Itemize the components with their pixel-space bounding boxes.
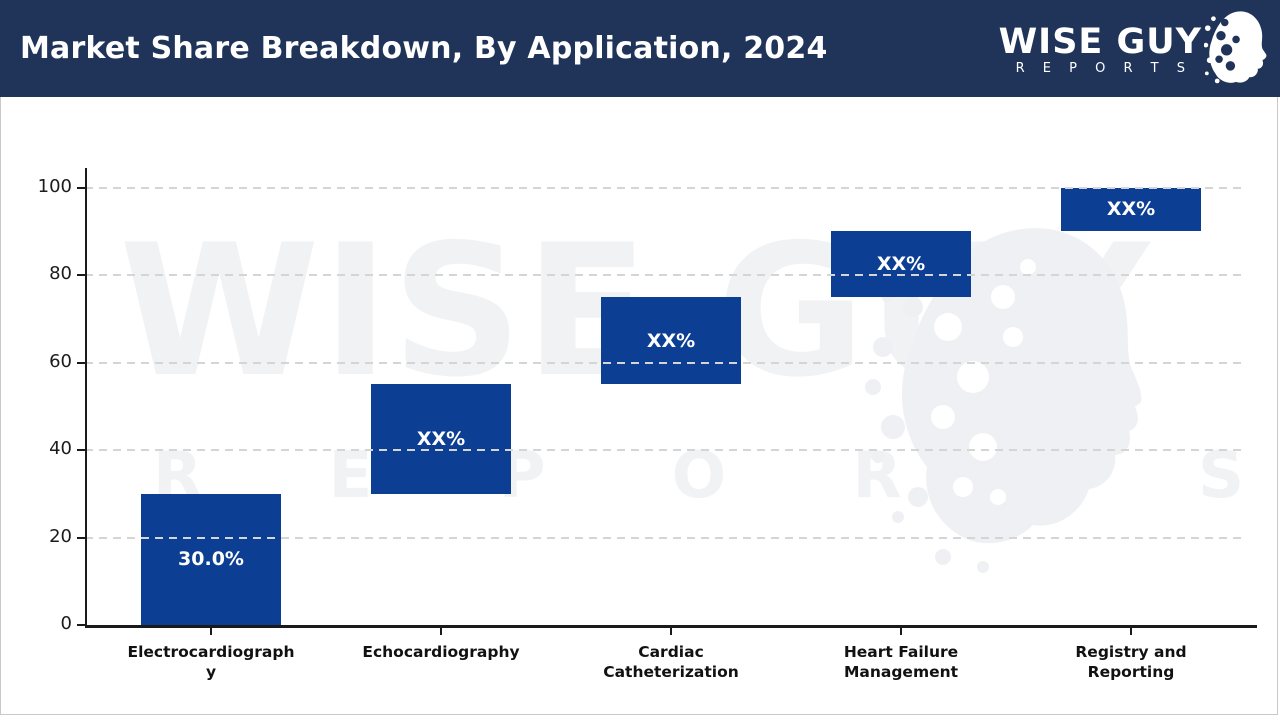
brand-name: WISE GUY	[998, 22, 1202, 62]
y-tick-label: 60	[49, 350, 72, 372]
bar-value-label: 30.0%	[178, 548, 244, 571]
y-tick-mark	[77, 536, 85, 539]
bar-value-label: XX%	[1106, 198, 1156, 221]
gridline-80	[85, 274, 1245, 276]
bar-5: XX%	[1061, 187, 1201, 232]
y-tick-mark	[77, 449, 85, 451]
y-tick-label: 20	[49, 525, 72, 547]
x-category-label: Registry and Reporting	[1075, 643, 1187, 681]
gridline-60	[85, 361, 1245, 364]
gridline-40	[85, 449, 1245, 451]
x-category-label: Electrocardiograph y	[127, 643, 295, 681]
y-tick-label: 40	[49, 438, 72, 459]
x-axis-line	[85, 625, 1257, 628]
x-tick-mark	[1130, 627, 1132, 635]
y-tick-mark	[77, 186, 85, 189]
x-tick-mark	[670, 627, 672, 635]
gridline-100	[85, 186, 1245, 189]
gridline-20	[85, 536, 1245, 539]
bar-3: XX%	[601, 296, 741, 385]
x-tick-mark	[900, 627, 902, 635]
x-tick-mark	[440, 627, 442, 635]
brand-logo: WISE GUY R E P O R T S	[999, 7, 1270, 91]
watermark-face-graphic	[853, 207, 1173, 591]
y-tick-mark	[77, 274, 85, 276]
y-tick-mark	[77, 624, 85, 626]
brand-subtitle: R E P O R T S	[1015, 61, 1192, 76]
brand-face-icon	[1203, 6, 1270, 92]
bar-4: XX%	[831, 231, 971, 297]
bar-value-label: XX%	[416, 428, 466, 451]
y-tick-label: 100	[37, 175, 72, 197]
y-tick-mark	[77, 361, 85, 364]
y-tick-label: 80	[49, 263, 72, 284]
brand-logo-text: WISE GUY R E P O R T S	[999, 24, 1202, 78]
bar-value-label: XX%	[876, 253, 926, 276]
bar-2: XX%	[371, 384, 511, 494]
page-title: Market Share Breakdown, By Application, …	[20, 31, 828, 66]
y-tick-label: 0	[60, 613, 72, 634]
bar-1: 30.0%	[141, 493, 281, 625]
header-bar: Market Share Breakdown, By Application, …	[0, 0, 1280, 97]
y-axis-line	[85, 168, 87, 627]
x-category-label: Echocardiography	[362, 643, 520, 661]
bar-value-label: XX%	[646, 329, 696, 352]
x-tick-mark	[210, 627, 212, 635]
x-category-label: Heart Failure Management	[843, 643, 959, 681]
x-category-label: Cardiac Catheterization	[603, 643, 739, 681]
